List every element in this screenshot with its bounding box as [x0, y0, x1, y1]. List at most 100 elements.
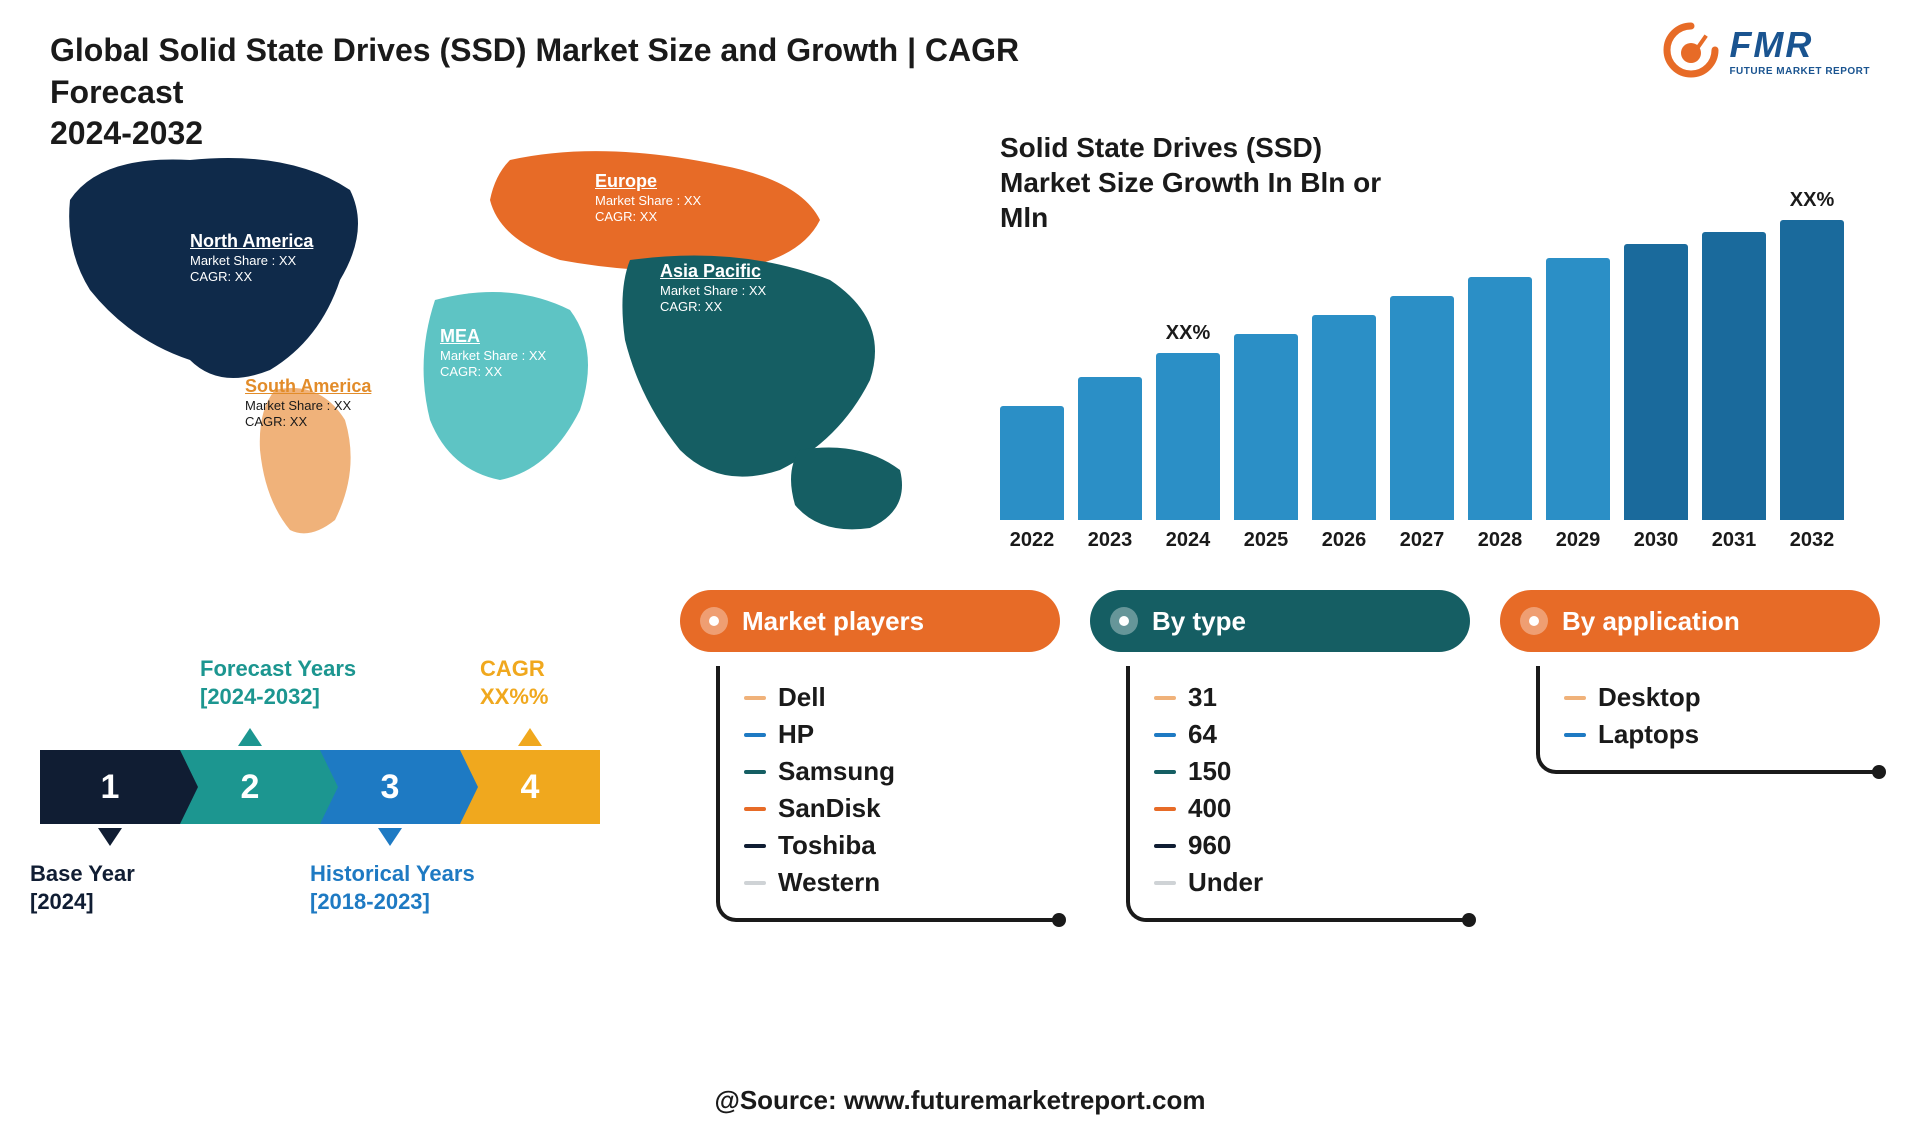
timeline-arrow-icon [518, 728, 542, 746]
bar-annotation: XX% [1166, 322, 1210, 345]
tick-icon [1154, 733, 1176, 737]
category-bracket: Desktop Laptops [1536, 666, 1880, 774]
bar [1390, 296, 1454, 520]
timeline-annotation: Historical Years[2018-2023] [310, 860, 475, 915]
bar [1702, 232, 1766, 520]
source-attribution: @Source: www.futuremarketreport.com [714, 1085, 1205, 1116]
category-item-text: 64 [1188, 719, 1217, 750]
category-bracket: Dell HP Samsung SanDisk Toshiba Western [716, 666, 1060, 922]
brand-logo: FMR FUTURE MARKET REPORT [1661, 20, 1870, 80]
bar-col [1468, 277, 1532, 520]
category-column: Market players Dell HP Samsung SanDisk Toshib… [680, 590, 1060, 922]
timeline-segment: 3 [320, 750, 460, 824]
category-item-text: Toshiba [778, 830, 876, 861]
timeline: 1234 Base Year[2024]Forecast Years[2024-… [40, 620, 640, 940]
category-item-text: 400 [1188, 793, 1231, 824]
timeline-strip: 1234 [40, 750, 600, 824]
bar-col [1702, 232, 1766, 520]
timeline-segment: 2 [180, 750, 320, 824]
tick-icon [744, 696, 766, 700]
bar-col [1390, 296, 1454, 520]
timeline-arrow-icon [238, 728, 262, 746]
world-map: North AmericaMarket Share : XXCAGR: XX So… [40, 140, 940, 540]
category-item: Desktop [1564, 682, 1870, 713]
bar-chart: Solid State Drives (SSD) Market Size Gro… [1000, 130, 1870, 560]
category-pill: By application [1500, 590, 1880, 652]
category-item: Dell [744, 682, 1050, 713]
category-item: SanDisk [744, 793, 1050, 824]
bar-col: XX% [1156, 353, 1220, 520]
x-label: 2031 [1702, 529, 1766, 552]
tick-icon [744, 733, 766, 737]
category-pill: By type [1090, 590, 1470, 652]
category-item-text: SanDisk [778, 793, 881, 824]
tick-icon [744, 844, 766, 848]
category-item: 64 [1154, 719, 1460, 750]
bar-col [1312, 315, 1376, 520]
category-item: 31 [1154, 682, 1460, 713]
category-item: 150 [1154, 756, 1460, 787]
tick-icon [744, 770, 766, 774]
bar [1546, 258, 1610, 520]
category-item: 400 [1154, 793, 1460, 824]
bar [1780, 220, 1844, 520]
category-item-text: Samsung [778, 756, 895, 787]
logo-text-sub: FUTURE MARKET REPORT [1729, 66, 1870, 77]
title-line-1: Global Solid State Drives (SSD) Market S… [50, 30, 1150, 113]
region-label-north-america: North AmericaMarket Share : XXCAGR: XX [190, 230, 313, 285]
tick-icon [1154, 696, 1176, 700]
chart-bars: XX% XX% [1000, 210, 1870, 520]
tick-icon [1154, 807, 1176, 811]
chart-x-axis: 2022202320242025202620272028202920302031… [1000, 529, 1870, 552]
category-column: By type 31 64 150 400 960 Under [1090, 590, 1470, 922]
pill-dot-icon [1520, 607, 1548, 635]
region-label-south-america: South AmericaMarket Share : XXCAGR: XX [245, 375, 371, 430]
category-columns: Market players Dell HP Samsung SanDisk Toshib… [680, 590, 1880, 922]
tick-icon [744, 807, 766, 811]
category-item-text: HP [778, 719, 814, 750]
bar [1312, 315, 1376, 520]
page-title: Global Solid State Drives (SSD) Market S… [50, 30, 1150, 155]
x-label: 2024 [1156, 529, 1220, 552]
bar-col [1078, 377, 1142, 520]
region-label-asia-pacific: Asia PacificMarket Share : XXCAGR: XX [660, 260, 766, 315]
bar [1000, 406, 1064, 520]
category-item: Samsung [744, 756, 1050, 787]
category-item-text: Western [778, 867, 880, 898]
x-label: 2030 [1624, 529, 1688, 552]
bar [1624, 244, 1688, 520]
timeline-arrow-icon [378, 828, 402, 846]
bar-col [1624, 244, 1688, 520]
bar [1468, 277, 1532, 520]
category-item: Laptops [1564, 719, 1870, 750]
category-item-text: Desktop [1598, 682, 1701, 713]
timeline-annotation: CAGRXX%% [480, 655, 548, 710]
timeline-segment: 4 [460, 750, 600, 824]
x-label: 2022 [1000, 529, 1064, 552]
category-item: Under [1154, 867, 1460, 898]
x-label: 2029 [1546, 529, 1610, 552]
timeline-arrow-icon [98, 828, 122, 846]
tick-icon [1154, 881, 1176, 885]
category-bracket: 31 64 150 400 960 Under [1126, 666, 1470, 922]
category-title: By type [1152, 606, 1246, 637]
tick-icon [1564, 733, 1586, 737]
bar [1234, 334, 1298, 520]
logo-text-main: FMR [1729, 24, 1870, 66]
region-label-europe: EuropeMarket Share : XXCAGR: XX [595, 170, 701, 225]
bar-col [1234, 334, 1298, 520]
x-label: 2028 [1468, 529, 1532, 552]
category-column: By application Desktop Laptops [1500, 590, 1880, 922]
category-title: Market players [742, 606, 924, 637]
timeline-annotation: Base Year[2024] [30, 860, 135, 915]
x-label: 2032 [1780, 529, 1844, 552]
category-item-text: 150 [1188, 756, 1231, 787]
category-item: Toshiba [744, 830, 1050, 861]
bar [1078, 377, 1142, 520]
category-item-text: Laptops [1598, 719, 1699, 750]
category-item: Western [744, 867, 1050, 898]
category-item-text: Under [1188, 867, 1263, 898]
category-item-text: 960 [1188, 830, 1231, 861]
category-item-text: Dell [778, 682, 826, 713]
x-label: 2023 [1078, 529, 1142, 552]
